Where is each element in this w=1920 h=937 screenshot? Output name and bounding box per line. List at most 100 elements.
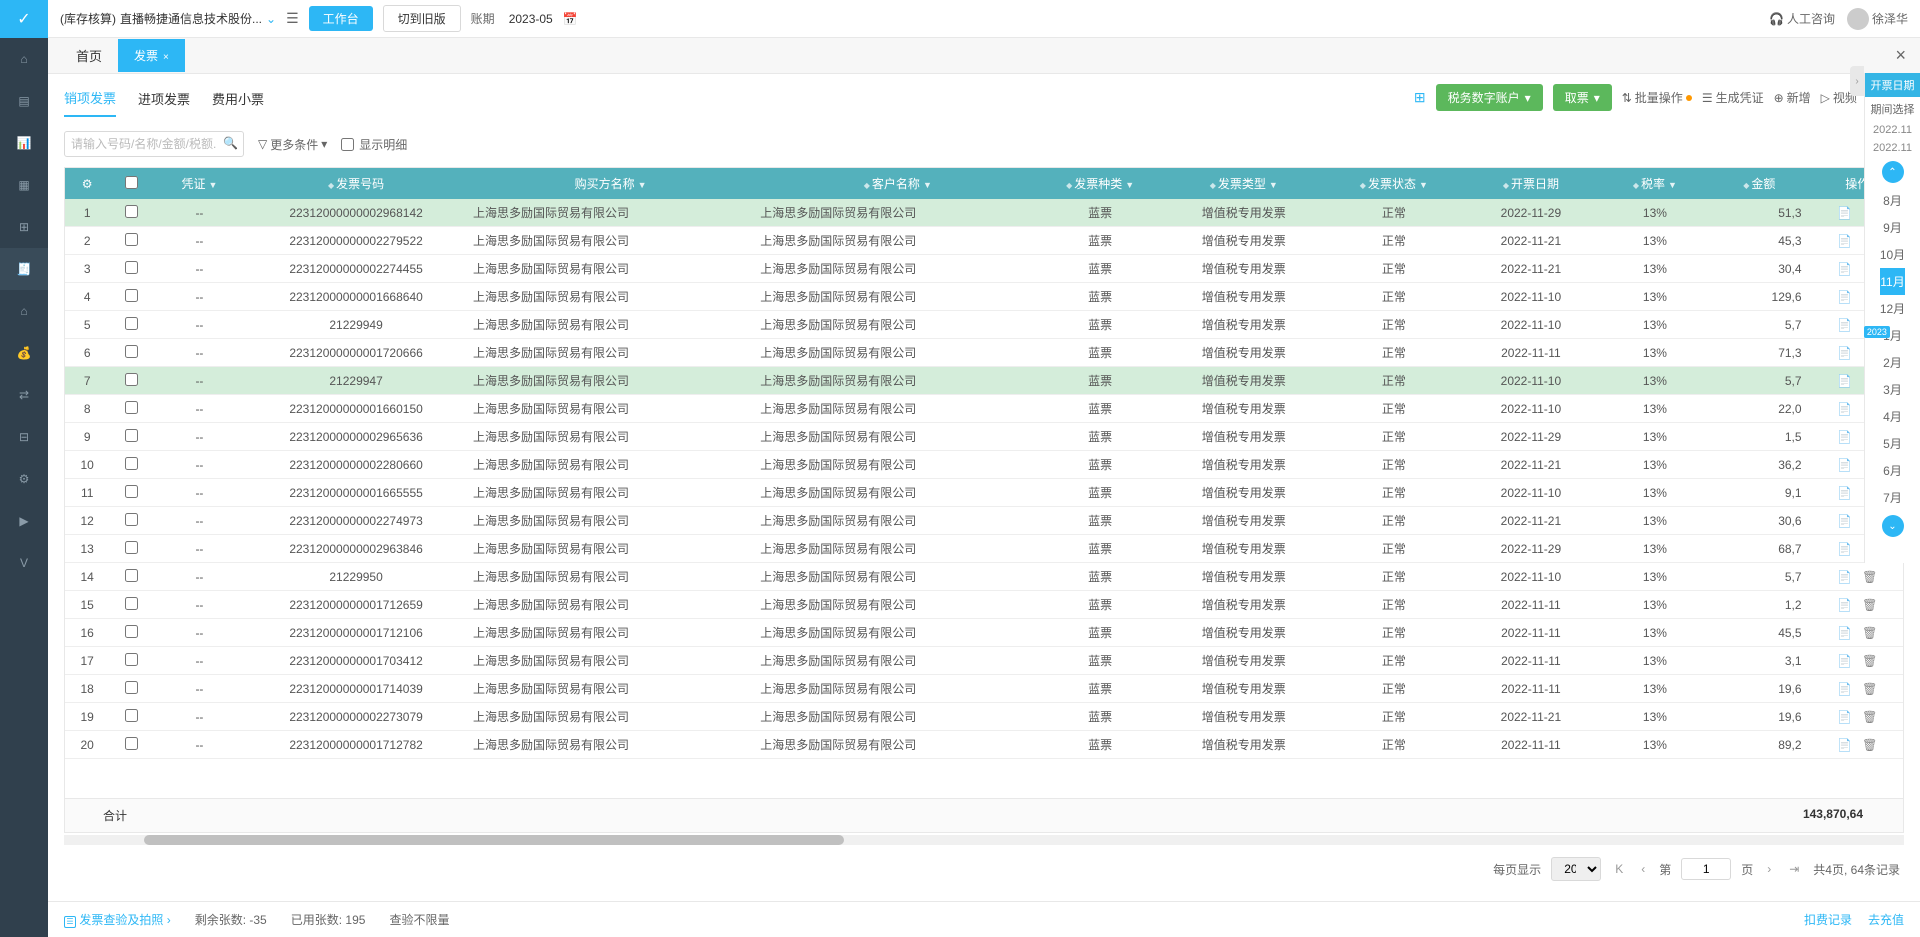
month-option[interactable]: 7月 [1880, 484, 1905, 511]
table-row[interactable]: 18 -- 22312000000001714039 上海思多励国际贸易有限公司… [65, 675, 1903, 703]
edit-icon[interactable]: 📄 [1837, 654, 1852, 668]
close-icon[interactable]: × [163, 52, 169, 63]
last-page-button[interactable]: ⇥ [1785, 862, 1803, 876]
fetch-invoice-button[interactable]: 取票 ▾ [1553, 84, 1612, 111]
prev-page-button[interactable]: ‹ [1637, 862, 1649, 876]
row-checkbox[interactable] [109, 647, 153, 675]
nav-book-icon[interactable]: ▦ [0, 164, 48, 206]
table-row[interactable]: 4 -- 22312000000001668640 上海思多励国际贸易有限公司 … [65, 283, 1903, 311]
workbench-button[interactable]: 工作台 [309, 6, 373, 31]
edit-icon[interactable]: 📄 [1837, 542, 1852, 556]
nav-chart-icon[interactable]: 📊 [0, 122, 48, 164]
scroll-thumb[interactable] [144, 835, 844, 845]
company-selector[interactable]: (库存核算) 直播畅捷通信息技术股份... ⌄ [60, 10, 276, 27]
edit-icon[interactable]: 📄 [1837, 346, 1852, 360]
edit-icon[interactable]: 📄 [1837, 570, 1852, 584]
table-row[interactable]: 15 -- 22312000000001712659 上海思多励国际贸易有限公司… [65, 591, 1903, 619]
table-row[interactable]: 14 -- 21229950 上海思多励国际贸易有限公司 上海思多励国际贸易有限… [65, 563, 1903, 591]
month-option[interactable]: 2月 [1880, 349, 1905, 376]
table-row[interactable]: 7 -- 21229947 上海思多励国际贸易有限公司 上海思多励国际贸易有限公… [65, 367, 1903, 395]
row-checkbox[interactable] [109, 507, 153, 535]
edit-icon[interactable]: 📄 [1837, 318, 1852, 332]
add-link[interactable]: ⊕ 新增 [1774, 89, 1811, 106]
row-checkbox[interactable] [109, 367, 153, 395]
nav-v-icon[interactable]: V [0, 542, 48, 584]
table-row[interactable]: 2 -- 22312000000002279522 上海思多励国际贸易有限公司 … [65, 227, 1903, 255]
nav-invoice-icon[interactable]: 🧾 [0, 248, 48, 290]
more-filter-link[interactable]: ▽ 更多条件 ▾ [258, 136, 327, 153]
table-row[interactable]: 10 -- 22312000000002280660 上海思多励国际贸易有限公司… [65, 451, 1903, 479]
table-row[interactable]: 6 -- 22312000000001720666 上海思多励国际贸易有限公司 … [65, 339, 1903, 367]
month-option[interactable]: 9月 [1880, 214, 1905, 241]
month-option[interactable]: 1月2023 [1880, 322, 1905, 349]
edit-icon[interactable]: 📄 [1837, 290, 1852, 304]
page-input[interactable] [1681, 858, 1731, 880]
table-row[interactable]: 5 -- 21229949 上海思多励国际贸易有限公司 上海思多励国际贸易有限公… [65, 311, 1903, 339]
row-checkbox[interactable] [109, 675, 153, 703]
scroll-up-icon[interactable]: ⌃ [1882, 161, 1904, 183]
list-icon[interactable]: ☰ [286, 10, 299, 27]
verify-link[interactable]: ☰ 发票查验及拍照 › [64, 911, 171, 928]
search-input[interactable] [64, 131, 244, 157]
collapse-panel-button[interactable]: › [1850, 66, 1864, 96]
row-checkbox[interactable] [109, 199, 153, 227]
table-row[interactable]: 11 -- 22312000000001665555 上海思多励国际贸易有限公司… [65, 479, 1903, 507]
edit-icon[interactable]: 📄 [1837, 598, 1852, 612]
edit-icon[interactable]: 📄 [1837, 234, 1852, 248]
delete-icon[interactable]: 🗑 [1862, 626, 1877, 640]
edit-icon[interactable]: 📄 [1837, 626, 1852, 640]
nav-home-icon[interactable]: ⌂ [0, 38, 48, 80]
month-option[interactable]: 10月 [1880, 241, 1905, 268]
date-year-1[interactable]: 2022.11 [1873, 121, 1912, 139]
calendar-icon[interactable]: 📅 [563, 12, 578, 26]
edit-icon[interactable]: 📄 [1837, 486, 1852, 500]
table-row[interactable]: 16 -- 22312000000001712106 上海思多励国际贸易有限公司… [65, 619, 1903, 647]
table-row[interactable]: 8 -- 22312000000001660150 上海思多励国际贸易有限公司 … [65, 395, 1903, 423]
nav-house-icon[interactable]: ⌂ [0, 290, 48, 332]
close-all-icon[interactable]: × [1895, 45, 1906, 66]
col-customer[interactable]: ◆客户名称▼ [754, 168, 1041, 199]
col-kind[interactable]: ◆发票种类▼ [1041, 168, 1158, 199]
grid-icon[interactable]: ⊞ [1414, 89, 1426, 106]
month-option[interactable]: 6月 [1880, 457, 1905, 484]
switch-old-button[interactable]: 切到旧版 [383, 5, 461, 32]
table-row[interactable]: 20 -- 22312000000001712782 上海思多励国际贸易有限公司… [65, 731, 1903, 759]
per-page-select[interactable]: 20 [1551, 857, 1601, 881]
edit-icon[interactable]: 📄 [1837, 430, 1852, 444]
month-option[interactable]: 8月 [1880, 187, 1905, 214]
delete-icon[interactable]: 🗑 [1862, 570, 1877, 584]
month-option[interactable]: 5月 [1880, 430, 1905, 457]
table-row[interactable]: 19 -- 22312000000002273079 上海思多励国际贸易有限公司… [65, 703, 1903, 731]
nav-settings-icon[interactable]: ⚙ [0, 458, 48, 500]
tab-invoice[interactable]: 发票× [118, 39, 185, 72]
table-row[interactable]: 17 -- 22312000000001703412 上海思多励国际贸易有限公司… [65, 647, 1903, 675]
table-row[interactable]: 3 -- 22312000000002274455 上海思多励国际贸易有限公司 … [65, 255, 1903, 283]
table-row[interactable]: 9 -- 22312000000002965636 上海思多励国际贸易有限公司 … [65, 423, 1903, 451]
row-checkbox[interactable] [109, 591, 153, 619]
col-invoice-no[interactable]: ◆发票号码 [245, 168, 467, 199]
row-checkbox[interactable] [109, 731, 153, 759]
delete-icon[interactable]: 🗑 [1862, 710, 1877, 724]
col-checkbox[interactable] [109, 168, 153, 199]
period-value[interactable]: 2023-05 [509, 12, 553, 26]
col-type[interactable]: ◆发票类型▼ [1159, 168, 1329, 199]
row-checkbox[interactable] [109, 255, 153, 283]
col-status[interactable]: ◆发票状态▼ [1329, 168, 1460, 199]
tab-home[interactable]: 首页 [60, 38, 118, 73]
table-row[interactable]: 1 -- 22312000000002968142 上海思多励国际贸易有限公司 … [65, 199, 1903, 227]
user-menu[interactable]: 徐泽华 [1847, 8, 1908, 30]
row-checkbox[interactable] [109, 395, 153, 423]
col-rate[interactable]: ◆税率▼ [1603, 168, 1707, 199]
edit-icon[interactable]: 📄 [1837, 514, 1852, 528]
col-voucher[interactable]: 凭证▼ [154, 168, 245, 199]
gen-voucher-link[interactable]: ☰ 生成凭证 [1702, 89, 1764, 106]
table-row[interactable]: 13 -- 22312000000002963846 上海思多励国际贸易有限公司… [65, 535, 1903, 563]
support-link[interactable]: 🎧 人工咨询 [1769, 10, 1835, 27]
recharge-link[interactable]: 去充值 [1868, 911, 1904, 928]
show-detail-checkbox[interactable]: 显示明细 [341, 136, 407, 153]
nav-report-icon[interactable]: ⊞ [0, 206, 48, 248]
edit-icon[interactable]: 📄 [1837, 262, 1852, 276]
row-checkbox[interactable] [109, 311, 153, 339]
row-checkbox[interactable] [109, 339, 153, 367]
edit-icon[interactable]: 📄 [1837, 738, 1852, 752]
